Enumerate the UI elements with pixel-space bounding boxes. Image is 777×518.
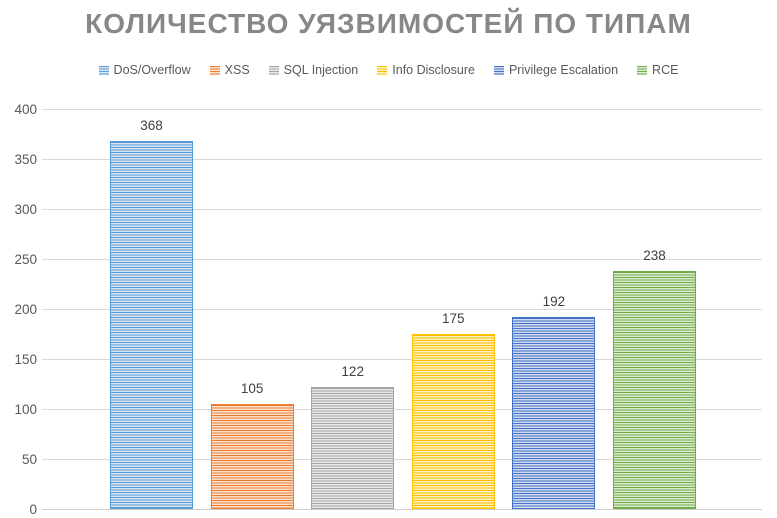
legend-label: SQL Injection xyxy=(283,63,359,77)
y-tick-label: 100 xyxy=(14,402,37,417)
bar-value-label: 368 xyxy=(140,118,163,133)
y-tick-label: 0 xyxy=(29,502,37,517)
y-tick-label: 300 xyxy=(14,202,37,217)
legend-swatch xyxy=(377,65,388,75)
bar-xss xyxy=(210,404,294,509)
bar-value-label: 105 xyxy=(240,381,264,396)
gridline xyxy=(42,109,762,110)
y-tick-label: 350 xyxy=(14,152,37,167)
y-tick-label: 50 xyxy=(21,452,37,467)
legend-item: SQL Injection xyxy=(268,63,359,77)
gridline xyxy=(42,409,762,410)
gridline xyxy=(42,309,762,310)
legend-label: DoS/Overflow xyxy=(113,63,191,77)
legend: DoS/Overflow XSS SQL Injection Info Disclos… xyxy=(0,63,777,77)
chart-title: КОЛИЧЕСТВО УЯЗВИМОСТЕЙ ПО ТИПАМ xyxy=(85,8,692,39)
legend-item: XSS xyxy=(209,63,250,77)
gridline xyxy=(42,209,762,210)
legend-swatch xyxy=(209,65,220,75)
legend-swatch xyxy=(637,65,648,75)
plot-area: 368 105 122 175 192 238 xyxy=(42,109,762,510)
bar-sql-injection xyxy=(311,387,395,509)
y-tick-label: 150 xyxy=(14,352,37,367)
legend-label: RCE xyxy=(652,63,679,77)
gridline xyxy=(42,159,762,160)
bar-privilege-escalation xyxy=(512,317,596,509)
y-tick-label: 400 xyxy=(14,102,37,117)
legend-swatch xyxy=(493,65,504,75)
legend-label: XSS xyxy=(224,63,250,77)
y-axis: 0 50 100 150 200 250 300 350 400 xyxy=(0,102,37,517)
legend-label: Privilege Escalation xyxy=(508,63,619,77)
legend-item: Privilege Escalation xyxy=(493,63,619,77)
bar-value-label: 122 xyxy=(341,364,364,379)
legend-item: RCE xyxy=(637,63,678,77)
bar-value-label: 238 xyxy=(643,248,666,263)
legend-swatch xyxy=(268,65,279,75)
legend-label: Info Disclosure xyxy=(392,63,475,77)
bar-info-disclosure xyxy=(411,334,495,509)
bar-value-label: 192 xyxy=(542,294,566,309)
bar-value-label: 175 xyxy=(442,311,465,326)
y-tick-label: 200 xyxy=(14,302,37,317)
bar-dos-overflow xyxy=(110,141,193,509)
gridline xyxy=(42,359,762,360)
legend-item: Info Disclosure xyxy=(377,63,475,77)
legend-item: DoS/Overflow xyxy=(98,63,191,77)
x-axis-line xyxy=(42,509,762,510)
legend-swatch xyxy=(98,65,109,75)
gridline xyxy=(42,459,762,460)
y-tick-label: 250 xyxy=(14,252,37,267)
gridline xyxy=(42,259,762,260)
bar-rce xyxy=(613,271,696,509)
